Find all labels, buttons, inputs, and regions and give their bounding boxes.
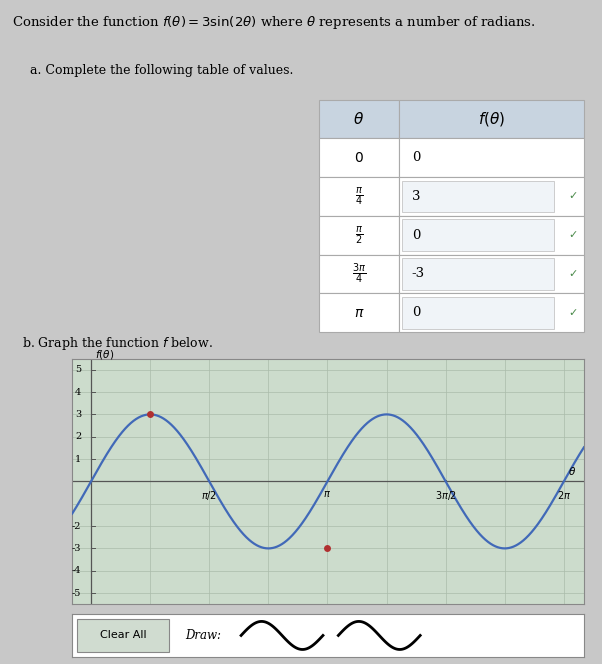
- Bar: [319, 177, 399, 216]
- Text: 5: 5: [75, 365, 81, 374]
- Bar: [399, 138, 584, 177]
- Bar: [399, 216, 584, 254]
- Text: ✓: ✓: [569, 230, 578, 240]
- Bar: [77, 619, 170, 652]
- Text: 4: 4: [75, 388, 81, 396]
- Text: 0: 0: [412, 228, 420, 242]
- Text: $\theta$: $\theta$: [568, 465, 576, 477]
- Bar: [402, 258, 554, 290]
- Text: 0: 0: [412, 151, 420, 164]
- Text: $\pi/2$: $\pi/2$: [201, 489, 217, 502]
- Text: -3: -3: [412, 268, 425, 280]
- Bar: [399, 293, 584, 332]
- Text: 0: 0: [412, 306, 420, 319]
- Text: $\pi$: $\pi$: [353, 305, 364, 319]
- Bar: [399, 254, 584, 293]
- Text: $\frac{\pi}{2}$: $\frac{\pi}{2}$: [355, 224, 363, 246]
- Text: $\frac{\pi}{4}$: $\frac{\pi}{4}$: [355, 185, 363, 207]
- Text: -2: -2: [72, 521, 81, 531]
- Bar: [402, 219, 554, 251]
- Bar: [402, 297, 554, 329]
- Bar: [402, 181, 554, 212]
- Text: $\theta$: $\theta$: [353, 111, 364, 127]
- Text: 3: 3: [75, 410, 81, 419]
- Text: Clear All: Clear All: [100, 630, 147, 641]
- Text: $2\pi$: $2\pi$: [557, 489, 571, 501]
- Bar: [319, 138, 399, 177]
- Text: Consider the function $f(\theta) = 3\sin(2\theta)$ where $\theta$ represents a n: Consider the function $f(\theta) = 3\sin…: [12, 14, 536, 31]
- Text: $f(\theta)$: $f(\theta)$: [95, 348, 114, 361]
- Text: a. Complete the following table of values.: a. Complete the following table of value…: [30, 64, 294, 77]
- Text: -3: -3: [72, 544, 81, 553]
- Text: -4: -4: [72, 566, 81, 575]
- Text: $f(\theta)$: $f(\theta)$: [477, 110, 505, 128]
- Bar: [319, 216, 399, 254]
- Bar: [399, 100, 584, 138]
- Text: $3\pi/2$: $3\pi/2$: [435, 489, 457, 502]
- Text: -5: -5: [72, 588, 81, 598]
- Text: ✓: ✓: [569, 269, 578, 279]
- Text: $\pi$: $\pi$: [323, 489, 332, 499]
- Bar: [399, 177, 584, 216]
- Text: 2: 2: [75, 432, 81, 442]
- Text: ✓: ✓: [569, 307, 578, 317]
- Text: $\frac{3\pi}{4}$: $\frac{3\pi}{4}$: [352, 262, 366, 286]
- Text: $0$: $0$: [354, 151, 364, 165]
- Text: Draw:: Draw:: [185, 629, 221, 642]
- Bar: [319, 100, 399, 138]
- Bar: [319, 254, 399, 293]
- Text: ✓: ✓: [569, 191, 578, 201]
- Bar: [319, 293, 399, 332]
- Text: 1: 1: [75, 455, 81, 463]
- Text: 3: 3: [412, 190, 420, 203]
- Text: b. Graph the function $f$ below.: b. Graph the function $f$ below.: [22, 335, 213, 352]
